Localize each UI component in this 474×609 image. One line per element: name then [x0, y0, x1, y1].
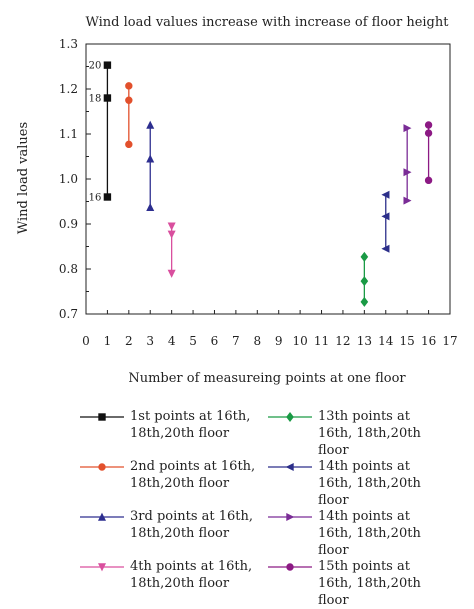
- x-tick-label: 9: [275, 334, 283, 348]
- y-tick-label: 0.9: [59, 217, 78, 231]
- annotation-label: 20: [89, 61, 102, 72]
- legend-item: 13th points at 16th, 18th,20th floor: [264, 408, 454, 458]
- x-tick-label: 7: [232, 334, 240, 348]
- legend-swatch: [80, 512, 124, 521]
- annotation-label: 18: [89, 94, 102, 105]
- series-3-point: [146, 154, 155, 163]
- series-7-point: [403, 124, 412, 133]
- y-tick-label: 0.7: [59, 307, 78, 321]
- series-1-point: [103, 61, 112, 69]
- y-tick-label: 1.0: [59, 172, 78, 186]
- y-axis-label: Wind load values: [16, 122, 31, 234]
- legend-marker: [98, 413, 106, 421]
- legend-label: 13th points at 16th, 18th,20th floor: [318, 409, 421, 458]
- legend-item: 4th points at 16th, 18th,20th floor: [76, 558, 264, 602]
- chart-title: Wind load values increase with increase …: [86, 15, 450, 30]
- series-7-point: [403, 168, 412, 177]
- chart-canvas: Wind load values increase with increase …: [16, 15, 458, 386]
- legend-swatch: [268, 462, 312, 472]
- series-3-point: [146, 203, 155, 212]
- series-4-point: [167, 222, 176, 231]
- legend-marker: [286, 563, 294, 571]
- legend: 1st points at 16th, 18th,20th floor 13th …: [76, 408, 456, 608]
- series-2-point: [125, 82, 133, 90]
- y-tick-label: 1.1: [59, 127, 78, 141]
- series-3-point: [146, 120, 155, 129]
- legend-item: 14th points at 16th, 18th,20th floor: [264, 508, 454, 558]
- x-tick-label: 2: [125, 334, 133, 348]
- legend-marker: [285, 462, 294, 472]
- axis-ticks: 0 1 2 3 4 5 6 7 8 9 10 11 12 13 14 15 16 170.70.80.91.01.…: [59, 37, 458, 348]
- legend-swatch: [268, 563, 312, 571]
- series-1-point: [103, 94, 112, 102]
- x-tick-label: 17: [442, 334, 457, 348]
- series-8-point: [424, 176, 433, 185]
- series-1-point: [103, 193, 112, 201]
- series-6-point: [381, 244, 390, 253]
- legend-swatch: [80, 413, 124, 421]
- series-4-point: [167, 230, 176, 239]
- legend-item: 3rd points at 16th, 18th,20th floor: [76, 508, 264, 552]
- legend-marker: [286, 512, 295, 522]
- x-tick-label: 5: [189, 334, 197, 348]
- legend-marker: [97, 512, 107, 521]
- legend-label: 4th points at 16th, 18th,20th floor: [130, 559, 253, 591]
- legend-label: 2nd points at 16th, 18th,20th floor: [130, 459, 256, 491]
- series-8-point: [424, 121, 433, 129]
- y-tick-label: 1.2: [59, 82, 78, 96]
- legend-item: 14th points at 16th, 18th,20th floor: [264, 458, 454, 508]
- series-6-point: [381, 190, 390, 199]
- legend-item: 15th points at 16th, 18th,20th floor: [264, 558, 454, 608]
- x-tick-label: 8: [253, 334, 261, 348]
- x-tick-label: 4: [168, 334, 176, 348]
- series-5-point: [360, 296, 369, 307]
- x-tick-label: 0: [82, 334, 90, 348]
- legend-label: 3rd points at 16th, 18th,20th floor: [130, 509, 254, 541]
- legend-label: 14th points at 16th, 18th,20th floor: [318, 459, 421, 508]
- series-2-point: [125, 140, 133, 149]
- series-2-point: [125, 96, 133, 104]
- plot-frame: [85, 43, 451, 315]
- series-5-point: [360, 251, 369, 262]
- x-tick-label: 1: [104, 334, 112, 348]
- x-tick-label: 6: [211, 334, 219, 348]
- legend-label: 1st points at 16th, 18th,20th floor: [130, 409, 251, 441]
- annotation-label: 16: [89, 193, 102, 204]
- legend-label: 15th points at 16th, 18th,20th floor: [318, 559, 421, 608]
- legend-swatch: [80, 563, 124, 572]
- legend-label: 14th points at 16th, 18th,20th floor: [318, 509, 421, 558]
- legend-item: 1st points at 16th, 18th,20th floor: [76, 408, 264, 452]
- legend-marker: [286, 411, 294, 423]
- series-5-point: [360, 276, 369, 287]
- x-tick-label: 13: [357, 334, 372, 348]
- x-tick-label: 10: [292, 334, 307, 348]
- annotations: 20 18 16: [89, 61, 102, 204]
- y-tick-label: 0.8: [59, 262, 78, 276]
- legend-swatch: [268, 512, 312, 522]
- x-tick-label: 3: [146, 334, 154, 348]
- series-8-point: [424, 129, 433, 137]
- legend-marker: [97, 563, 107, 572]
- series-4-point: [167, 269, 176, 278]
- x-tick-label: 16: [421, 334, 436, 348]
- x-tick-label: 11: [314, 334, 329, 348]
- series-7-point: [403, 196, 412, 205]
- x-axis-label: Number of measureing points at one floor: [128, 371, 406, 386]
- legend-swatch: [268, 411, 312, 423]
- data-marks: [103, 61, 433, 307]
- legend-marker: [98, 463, 106, 471]
- series-6-point: [381, 212, 390, 221]
- legend-swatch: [80, 463, 124, 471]
- y-tick-label: 1.3: [59, 37, 78, 51]
- x-tick-label: 12: [335, 334, 350, 348]
- x-tick-label: 14: [378, 334, 394, 348]
- x-tick-label: 15: [400, 334, 415, 348]
- legend-item: 2nd points at 16th, 18th,20th floor: [76, 458, 264, 502]
